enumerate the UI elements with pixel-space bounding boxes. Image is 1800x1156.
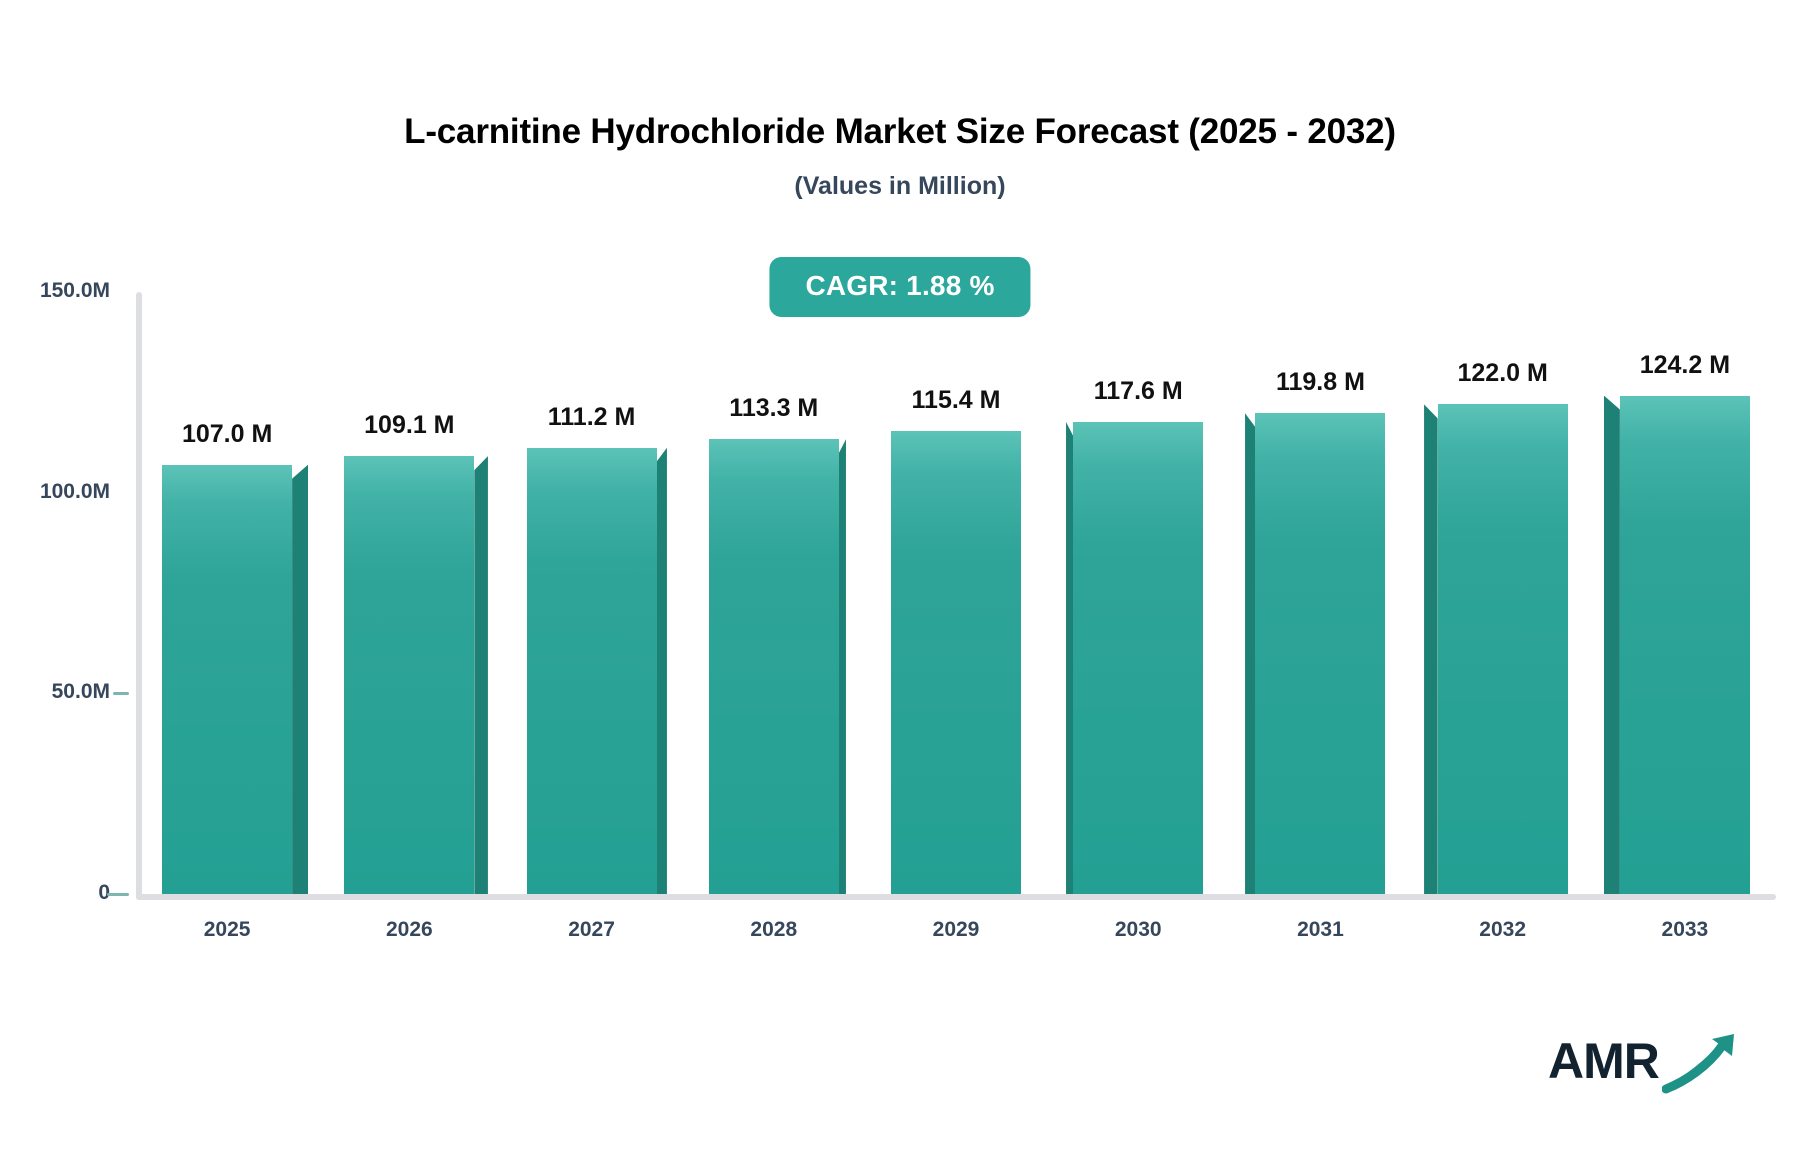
x-tick-label: 2026 — [385, 918, 433, 941]
bar-group[interactable]: 107.0 M — [162, 292, 309, 894]
bar-value-label: 117.6 M — [1093, 377, 1183, 406]
bar-value-label: 119.8 M — [1275, 368, 1365, 397]
x-axis-line — [136, 894, 1776, 900]
growth-arrow-icon — [1662, 1034, 1734, 1094]
bar-group[interactable]: 113.3 M — [708, 292, 846, 894]
bar-side-face — [1424, 404, 1438, 894]
bar-group[interactable]: 124.2 M — [1603, 292, 1750, 894]
bar-stack: 117.6 M — [1066, 377, 1204, 894]
x-tick-label: 2028 — [750, 918, 798, 941]
bar-front-face[interactable] — [1255, 413, 1386, 894]
bar-value-label: 111.2 M — [547, 402, 636, 431]
bar-value-label: 122.0 M — [1457, 359, 1548, 388]
bar-front-face[interactable] — [708, 439, 839, 894]
bar-value-label: 109.1 M — [364, 411, 455, 440]
bar-front-face[interactable] — [1437, 404, 1568, 894]
y-tick-label: 0 — [98, 881, 110, 904]
x-tick-label: 2029 — [932, 918, 980, 941]
bar-stack: 107.0 M — [162, 420, 309, 894]
bar-stack: 122.0 M — [1424, 359, 1568, 894]
bar-value-label: 124.2 M — [1639, 350, 1731, 379]
bar-stack: 113.3 M — [708, 394, 846, 894]
bar-value-label: 107.0 M — [181, 419, 273, 448]
x-tick-label: 2031 — [1297, 918, 1344, 941]
bar-group[interactable]: 119.8 M — [1245, 292, 1386, 894]
x-tick-label: 2033 — [1661, 918, 1709, 941]
bar-front-face[interactable] — [344, 456, 475, 894]
y-tick-mark — [107, 893, 129, 896]
y-tick-label: 100.0M — [39, 479, 110, 503]
bar-stack: 111.2 M — [526, 403, 667, 894]
amr-logo-text: AMR — [1548, 1033, 1660, 1089]
bar-side-face — [656, 447, 667, 894]
bar-side-face — [1066, 422, 1074, 894]
cagr-badge: CAGR: 1.88 % — [769, 257, 1031, 317]
bar-group[interactable]: 117.6 M — [1066, 292, 1204, 894]
chart-subtitle: (Values in Million) — [794, 172, 1006, 200]
bar-side-face — [1245, 413, 1256, 894]
bar-front-face[interactable] — [891, 430, 1021, 894]
bar-front-face[interactable] — [1619, 395, 1750, 894]
bar-stack: 124.2 M — [1603, 351, 1750, 894]
bar-group[interactable]: 111.2 M — [526, 292, 667, 894]
bar-group[interactable]: 122.0 M — [1424, 292, 1568, 894]
bar-side-face — [1603, 395, 1620, 894]
bar-value-label: 115.4 M — [911, 385, 1001, 414]
x-tick-label: 2025 — [203, 918, 251, 941]
bar-side-face — [292, 464, 309, 894]
bar-stack: 115.4 M — [891, 386, 1021, 894]
amr-logo: AMR — [1548, 1032, 1748, 1098]
bar-side-face — [838, 439, 846, 894]
x-tick-label: 2032 — [1479, 918, 1527, 941]
bar-front-face[interactable] — [1073, 422, 1204, 894]
bar-group[interactable]: 115.4 M — [891, 292, 1021, 894]
y-axis-line — [136, 292, 142, 900]
y-tick-label: 150.0M — [39, 279, 110, 302]
y-tick-label: 50.0M — [51, 680, 110, 704]
bar-side-face — [474, 456, 488, 894]
bar-front-face[interactable] — [526, 447, 657, 894]
bar-group[interactable]: 109.1 M — [344, 292, 488, 894]
x-tick-label: 2027 — [568, 918, 615, 941]
page-title: L-carnitine Hydrochloride Market Size Fo… — [404, 112, 1396, 151]
bar-stack: 119.8 M — [1245, 368, 1386, 894]
x-tick-label: 2030 — [1114, 918, 1162, 941]
y-tick-mark — [113, 692, 129, 696]
bar-series: 107.0 M 109.1 M 111.2 M 113.3 M 115.4 M 117.6… — [136, 292, 1776, 894]
bar-value-label: 113.3 M — [729, 394, 819, 423]
bar-front-face[interactable] — [162, 464, 293, 894]
bar-stack: 109.1 M — [344, 411, 488, 894]
